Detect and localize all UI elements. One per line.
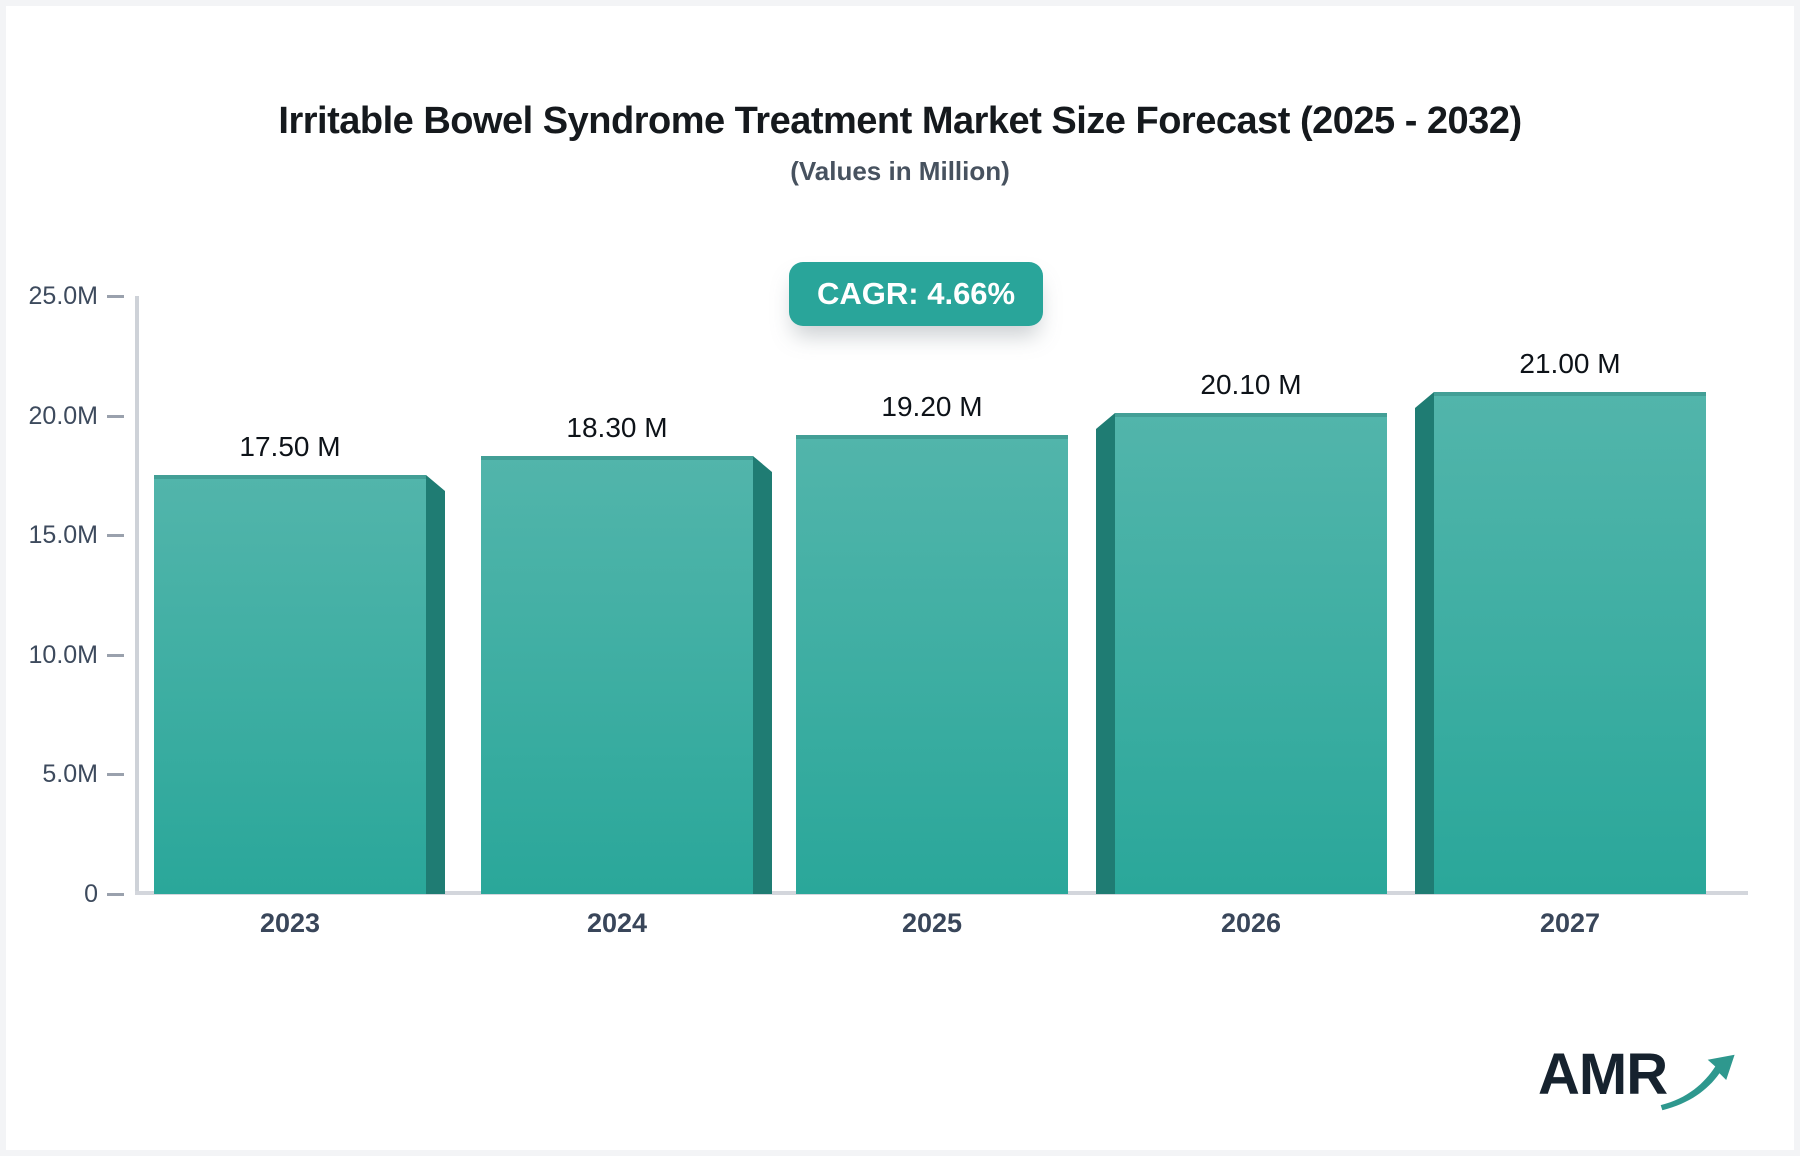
y-axis-label: 25.0M xyxy=(28,282,98,310)
bar-face xyxy=(1115,413,1387,894)
bar-value-label: 21.00 M xyxy=(1519,348,1621,379)
bar-face xyxy=(481,456,753,894)
y-tick xyxy=(107,415,124,418)
y-axis-line xyxy=(135,296,139,894)
x-axis-label-2024: 2024 xyxy=(586,908,648,938)
y-axis-label: 15.0M xyxy=(28,521,98,549)
y-axis-label: 10.0M xyxy=(28,641,98,669)
y-tick xyxy=(107,654,124,657)
bar-2024: 18.30 M xyxy=(481,412,772,894)
bar-face xyxy=(796,435,1068,894)
logo-arrow-icon xyxy=(1660,1054,1735,1111)
bar-2027: 21.00 M xyxy=(1415,348,1706,894)
bar-3d-side xyxy=(1096,413,1115,894)
y-tick xyxy=(107,893,124,896)
x-axis-label-2023: 2023 xyxy=(259,908,321,938)
y-axis-label: 5.0M xyxy=(42,760,98,788)
bar-value-label: 18.30 M xyxy=(566,412,668,443)
cagr-badge: CAGR: 4.66% xyxy=(789,262,1044,326)
y-tick xyxy=(107,534,124,537)
plot-area: 25.0M 20.0M 15.0M 10.0M 5.0M 0 17.50 M 1… xyxy=(6,6,1794,1150)
bar-3d-side xyxy=(426,475,445,894)
y-axis-label: 20.0M xyxy=(28,402,98,430)
bar-value-label: 17.50 M xyxy=(239,431,341,462)
x-axis-label-2027: 2027 xyxy=(1539,908,1601,938)
bar-2026: 20.10 M xyxy=(1096,369,1387,894)
y-tick xyxy=(107,773,124,776)
y-axis-label: 0 xyxy=(84,880,98,908)
bar-3d-side xyxy=(753,456,772,894)
bar-face xyxy=(1434,392,1706,894)
cagr-badge-label: CAGR: 4.66% xyxy=(817,276,1016,311)
bar-value-label: 19.20 M xyxy=(881,391,983,422)
bar-value-label: 20.10 M xyxy=(1200,369,1302,400)
chart-title: Irritable Bowel Syndrome Treatment Marke… xyxy=(278,100,1522,142)
bar-2023: 17.50 M xyxy=(154,431,445,894)
amr-logo: AMR xyxy=(1538,1046,1743,1122)
bar-face xyxy=(154,475,426,894)
chart-subtitle: (Values in Million) xyxy=(790,156,1010,186)
bar-3d-side xyxy=(1415,392,1434,894)
x-axis-label-2026: 2026 xyxy=(1220,908,1282,938)
amr-logo-text: AMR xyxy=(1538,1042,1668,1107)
chart-card: Irritable Bowel Syndrome Treatment Marke… xyxy=(6,6,1794,1150)
y-tick xyxy=(107,295,124,298)
x-axis-label-2025: 2025 xyxy=(901,908,963,938)
bar-2025: 19.20 M xyxy=(796,391,1068,894)
